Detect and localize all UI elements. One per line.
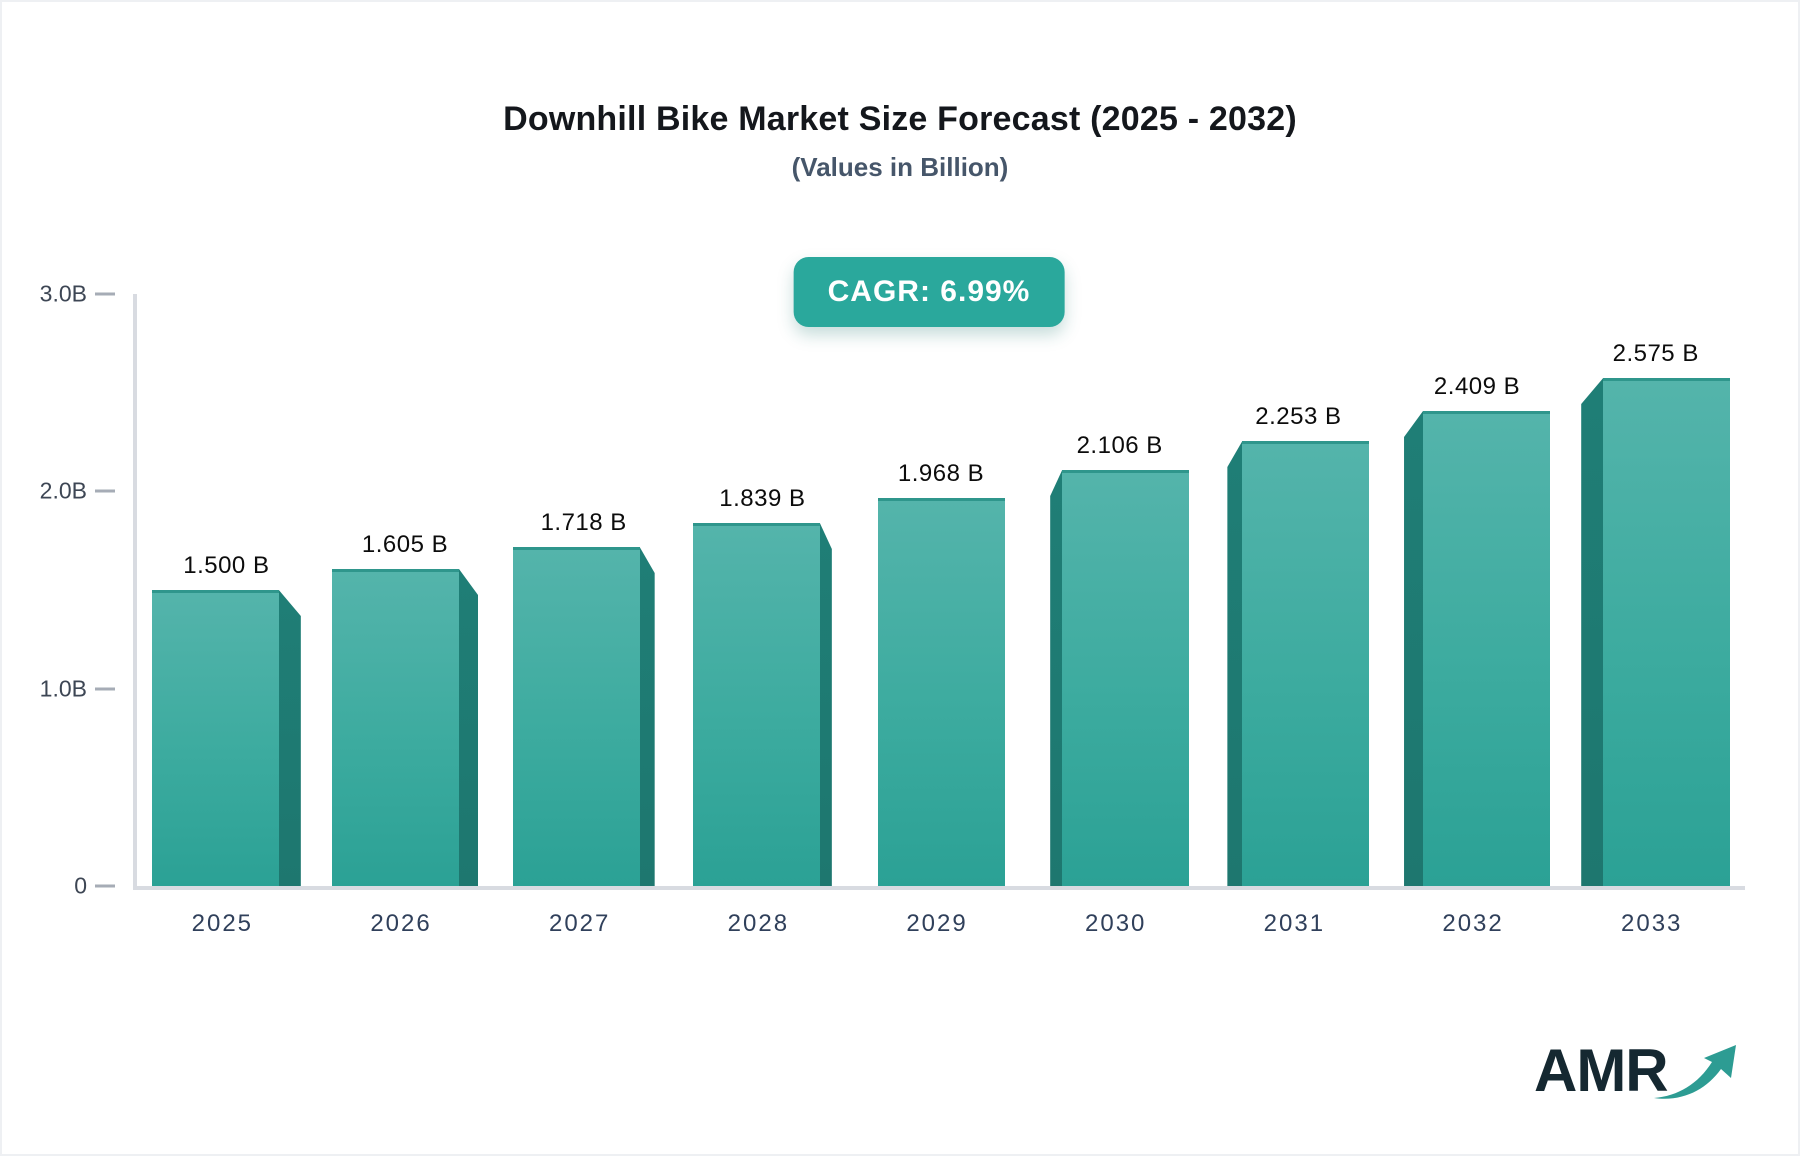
bar-2025 bbox=[151, 590, 301, 886]
bar-value-label: 1.968 B bbox=[897, 460, 985, 487]
growth-arrow-icon bbox=[1653, 1045, 1736, 1099]
bar-2031 bbox=[1227, 441, 1370, 886]
x-axis-label-2032: 2032 bbox=[1442, 910, 1504, 937]
bar-value-label: 2.106 B bbox=[1076, 432, 1163, 459]
bar-face bbox=[1062, 470, 1190, 886]
bar-value-label: 2.575 B bbox=[1612, 340, 1699, 367]
bar-face bbox=[692, 523, 820, 886]
bar-face bbox=[877, 498, 1005, 886]
y-tick-mark bbox=[95, 884, 115, 888]
y-tick-label: 3.0B bbox=[39, 280, 87, 307]
chart-title: Downhill Bike Market Size Forecast (2025… bbox=[503, 100, 1297, 138]
bar-slot-2025: 1.500 B bbox=[137, 294, 316, 886]
bar-2026 bbox=[332, 569, 478, 886]
bar-side-face bbox=[1227, 441, 1243, 886]
bar-2027 bbox=[512, 547, 655, 886]
y-tick-mark bbox=[95, 489, 115, 493]
amr-logo: AMR bbox=[1534, 1040, 1740, 1106]
y-tick-mark bbox=[95, 292, 115, 296]
x-axis-label-2031: 2031 bbox=[1263, 910, 1326, 937]
bar-slot-2029: 1.968 B bbox=[852, 294, 1031, 886]
y-tick-label: 0 bbox=[74, 872, 87, 899]
y-tick-label: 1.0B bbox=[39, 675, 87, 702]
bar-slot-2027: 1.718 B bbox=[494, 294, 673, 886]
x-axis-label-2033: 2033 bbox=[1621, 910, 1683, 937]
bar-2029 bbox=[877, 498, 1005, 886]
x-axis-label-2025: 2025 bbox=[191, 910, 254, 937]
bar-side-face bbox=[459, 569, 478, 886]
bar-face bbox=[151, 590, 279, 886]
x-axis-label-2029: 2029 bbox=[906, 910, 968, 937]
bar-value-label: 2.253 B bbox=[1255, 403, 1342, 430]
bar-slot-2031: 2.253 B bbox=[1209, 294, 1388, 886]
bar-slot-2032: 2.409 B bbox=[1388, 294, 1567, 886]
x-axis-label-2026: 2026 bbox=[370, 910, 432, 937]
y-tick-mark bbox=[95, 687, 115, 691]
bar-2030 bbox=[1050, 470, 1190, 886]
bar-face bbox=[332, 569, 459, 886]
bar-face bbox=[1603, 378, 1731, 886]
bar-face bbox=[1423, 411, 1551, 886]
bar-slot-2030: 2.106 B bbox=[1030, 294, 1209, 886]
x-axis-label-2027: 2027 bbox=[548, 910, 611, 937]
bar-value-label: 2.409 B bbox=[1433, 373, 1521, 400]
bar-side-face bbox=[819, 523, 832, 886]
bar-side-face bbox=[1404, 411, 1424, 886]
bar-slot-2028: 1.839 B bbox=[673, 294, 852, 886]
bar-value-label: 1.605 B bbox=[361, 531, 449, 558]
bar-face bbox=[512, 547, 640, 886]
x-axis-label-2028: 2028 bbox=[727, 910, 790, 937]
bar-side-face bbox=[1050, 470, 1063, 886]
bar-value-label: 1.718 B bbox=[540, 509, 627, 536]
plot-area: 1.500 B 1.605 B 1.718 B 1.839 B 1.968 B 2.106… bbox=[40, 281, 1745, 899]
bar-value-label: 1.500 B bbox=[183, 552, 270, 579]
bar-2032 bbox=[1404, 411, 1551, 886]
x-axis-label-2030: 2030 bbox=[1085, 910, 1147, 937]
y-tick-label: 2.0B bbox=[39, 477, 87, 504]
bar-slot-2033: 2.575 B bbox=[1566, 294, 1745, 886]
cagr-badge: CAGR: 6.99% bbox=[793, 257, 1065, 327]
x-axis-labels: 2025 2026 2027 2028 2029 2030 2031 2032 2033 bbox=[133, 910, 1741, 938]
bar-2033 bbox=[1581, 378, 1731, 886]
bar-2028 bbox=[692, 523, 832, 886]
bars-group: 1.500 B 1.605 B 1.718 B 1.839 B 1.968 B 2.106… bbox=[137, 294, 1745, 886]
bar-side-face bbox=[639, 547, 655, 886]
bar-face bbox=[1242, 441, 1370, 886]
bar-side-face bbox=[1581, 378, 1604, 886]
bar-value-label: 1.839 B bbox=[719, 485, 806, 512]
bar-side-face bbox=[278, 590, 301, 886]
amr-logo-text: AMR bbox=[1534, 1037, 1669, 1104]
chart-subtitle: (Values in Billion) bbox=[791, 152, 1009, 182]
bar-slot-2026: 1.605 B bbox=[316, 294, 495, 886]
